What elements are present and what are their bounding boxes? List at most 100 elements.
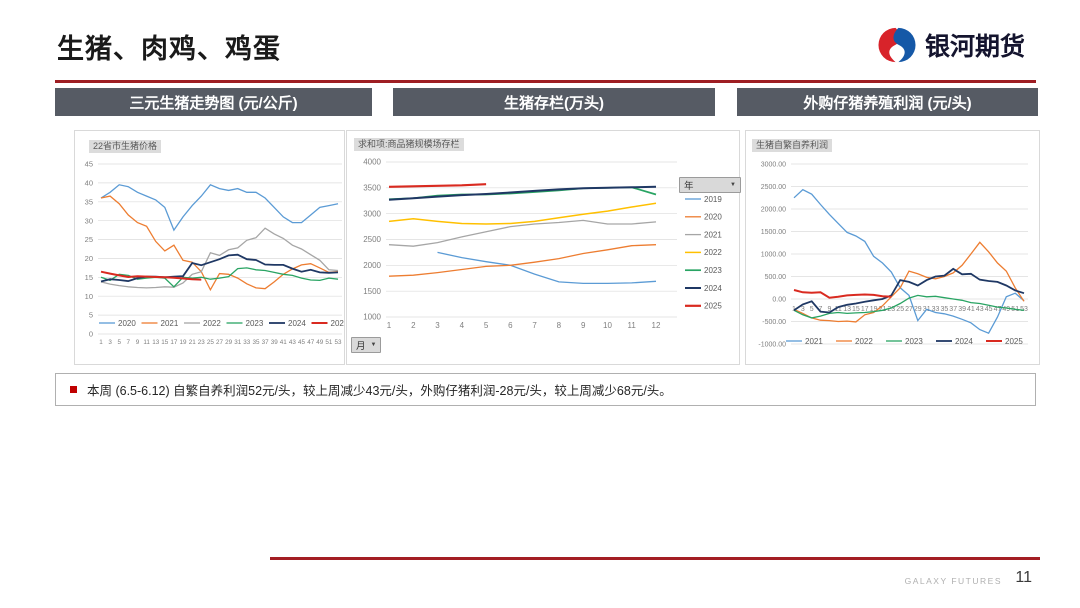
panel-header-pig-inventory: 生猪存栏(万头)	[393, 88, 715, 116]
x-tick-label: 51	[325, 339, 333, 346]
legend-label-2020: 2020	[118, 319, 136, 328]
series-2022-line	[388, 202, 657, 225]
x-tick-label: 11	[143, 339, 150, 346]
x-tick-label: 17	[861, 306, 869, 313]
x-tick-label: 7	[532, 321, 537, 330]
legend-label-2022: 2022	[855, 337, 873, 346]
series-2020-line	[388, 244, 657, 277]
legend-label-2023: 2023	[246, 319, 264, 328]
x-tick-label: 9	[136, 339, 140, 346]
y-tick-label: 4000	[363, 158, 381, 167]
panel-header-piglet-profit: 外购仔猪养殖利润 (元/头)	[737, 88, 1038, 116]
series-2025-line	[793, 289, 892, 299]
x-tick-label: 5	[484, 321, 489, 330]
y-tick-label: 15	[85, 273, 93, 282]
chart-panel-pig-price: 0 5 10 15 20 25 30 35 40 45 1 3 5 7 9 11 13 15 17 19 21 23 25 2…	[74, 130, 345, 365]
x-tick-label: 25	[207, 339, 215, 346]
y-tick-label: 45	[85, 160, 93, 169]
x-tick-label: 41	[280, 339, 288, 346]
series-2021-line	[100, 195, 339, 292]
x-tick-label: 21	[189, 339, 197, 346]
page-number: 11	[1015, 569, 1032, 586]
chart-title-chip-pig-inventory: 求和项:商品猪规模场存栏	[354, 138, 464, 151]
x-tick-label: 3	[435, 321, 440, 330]
x-tick-label: 35	[941, 306, 949, 313]
y-tick-label: 40	[85, 179, 93, 188]
x-tick-label: 9	[581, 321, 586, 330]
x-tick-label: 33	[932, 306, 940, 313]
legend-label-2025: 2025	[704, 302, 722, 311]
x-tick-label: 10	[603, 321, 612, 330]
chart-panel-breeding-profit: -1000.00 -500.00 0.00 500.00 1000.00 1500.00 2…	[745, 130, 1040, 365]
x-tick-label: 45	[298, 339, 306, 346]
legend-label-2019: 2019	[704, 195, 722, 204]
y-tick-label: 1500.00	[761, 229, 786, 236]
x-tick-label: 29	[225, 339, 233, 346]
x-tick-label: 23	[198, 339, 206, 346]
x-tick-label: 53	[334, 339, 342, 346]
legend-label-2024: 2024	[955, 337, 973, 346]
x-tick-label: 29	[914, 306, 922, 313]
series-2023-line	[793, 294, 1025, 319]
footer-brand: GALAXY FUTURES	[904, 576, 1002, 586]
x-tick-label: 33	[243, 339, 251, 346]
x-tick-label: 3	[801, 306, 805, 313]
x-tick-label: 1	[99, 339, 103, 346]
x-tick-label: 13	[843, 306, 851, 313]
logo: 银河期货	[878, 26, 1025, 64]
x-tick-label: 39	[958, 306, 966, 313]
y-tick-label: 0	[89, 330, 93, 339]
summary-bar: 本周 (6.5-6.12) 自繁自养利润52元/头，较上周减少43元/头，外购仔…	[55, 373, 1036, 406]
series-2021-line	[388, 219, 657, 247]
x-tick-label: 5	[117, 339, 121, 346]
year-filter-button[interactable]: 年 ▼	[679, 177, 741, 193]
red-square-bullet-icon	[70, 386, 77, 393]
chevron-down-icon: ▼	[370, 342, 377, 348]
series-2022-line	[100, 227, 339, 289]
x-tick-label: 47	[307, 339, 315, 346]
x-tick-label: 45	[985, 306, 993, 313]
y-tick-label: 3000.00	[761, 162, 786, 169]
series-2023-line	[100, 267, 339, 288]
series-2022-line	[793, 241, 1025, 323]
page-title: 生猪、肉鸡、鸡蛋	[57, 34, 281, 64]
month-filter-button[interactable]: 月 ▼	[351, 337, 382, 353]
legend-label-2025: 2025	[331, 319, 345, 328]
legend-label-2020: 2020	[704, 213, 722, 222]
x-tick-label: 5	[810, 306, 814, 313]
y-tick-label: 2500	[363, 235, 381, 244]
y-tick-label: 1000	[363, 313, 381, 322]
legend-label-2022: 2022	[203, 319, 221, 328]
footer-rule	[270, 557, 1040, 560]
x-tick-label: 7	[819, 306, 823, 313]
chart-title-chip-breeding-profit: 生猪自繁自养利润	[752, 139, 833, 152]
legend-label-2022: 2022	[704, 248, 722, 257]
y-tick-label: 25	[85, 235, 93, 244]
x-tick-label: 35	[252, 339, 260, 346]
y-tick-label: 0.00	[772, 297, 786, 304]
x-tick-label: 27	[216, 339, 224, 346]
x-tick-label: 41	[967, 306, 975, 313]
x-tick-label: 49	[316, 339, 324, 346]
x-tick-label: 43	[289, 339, 297, 346]
x-tick-label: 25	[896, 306, 904, 313]
x-tick-label: 9	[827, 306, 831, 313]
series-2025-line	[388, 183, 487, 188]
x-tick-label: 7	[127, 339, 131, 346]
chart-title-chip-pig-price: 22省市生猪价格	[89, 140, 162, 153]
legend-label-2021: 2021	[161, 319, 179, 328]
x-tick-label: 2	[411, 321, 416, 330]
series-2024-line	[793, 267, 1025, 314]
series-2021-line	[793, 188, 1025, 335]
x-tick-label: 4	[460, 321, 465, 330]
x-tick-label: 19	[870, 306, 878, 313]
y-tick-label: 1000.00	[761, 252, 786, 259]
y-tick-label: -500.00	[762, 319, 786, 326]
x-tick-label: 17	[170, 339, 178, 346]
x-tick-label: 37	[262, 339, 270, 346]
y-tick-label: 3000	[363, 209, 381, 218]
legend-label-2023: 2023	[905, 337, 923, 346]
x-tick-label: 11	[835, 306, 842, 313]
x-tick-label: 23	[887, 306, 895, 313]
